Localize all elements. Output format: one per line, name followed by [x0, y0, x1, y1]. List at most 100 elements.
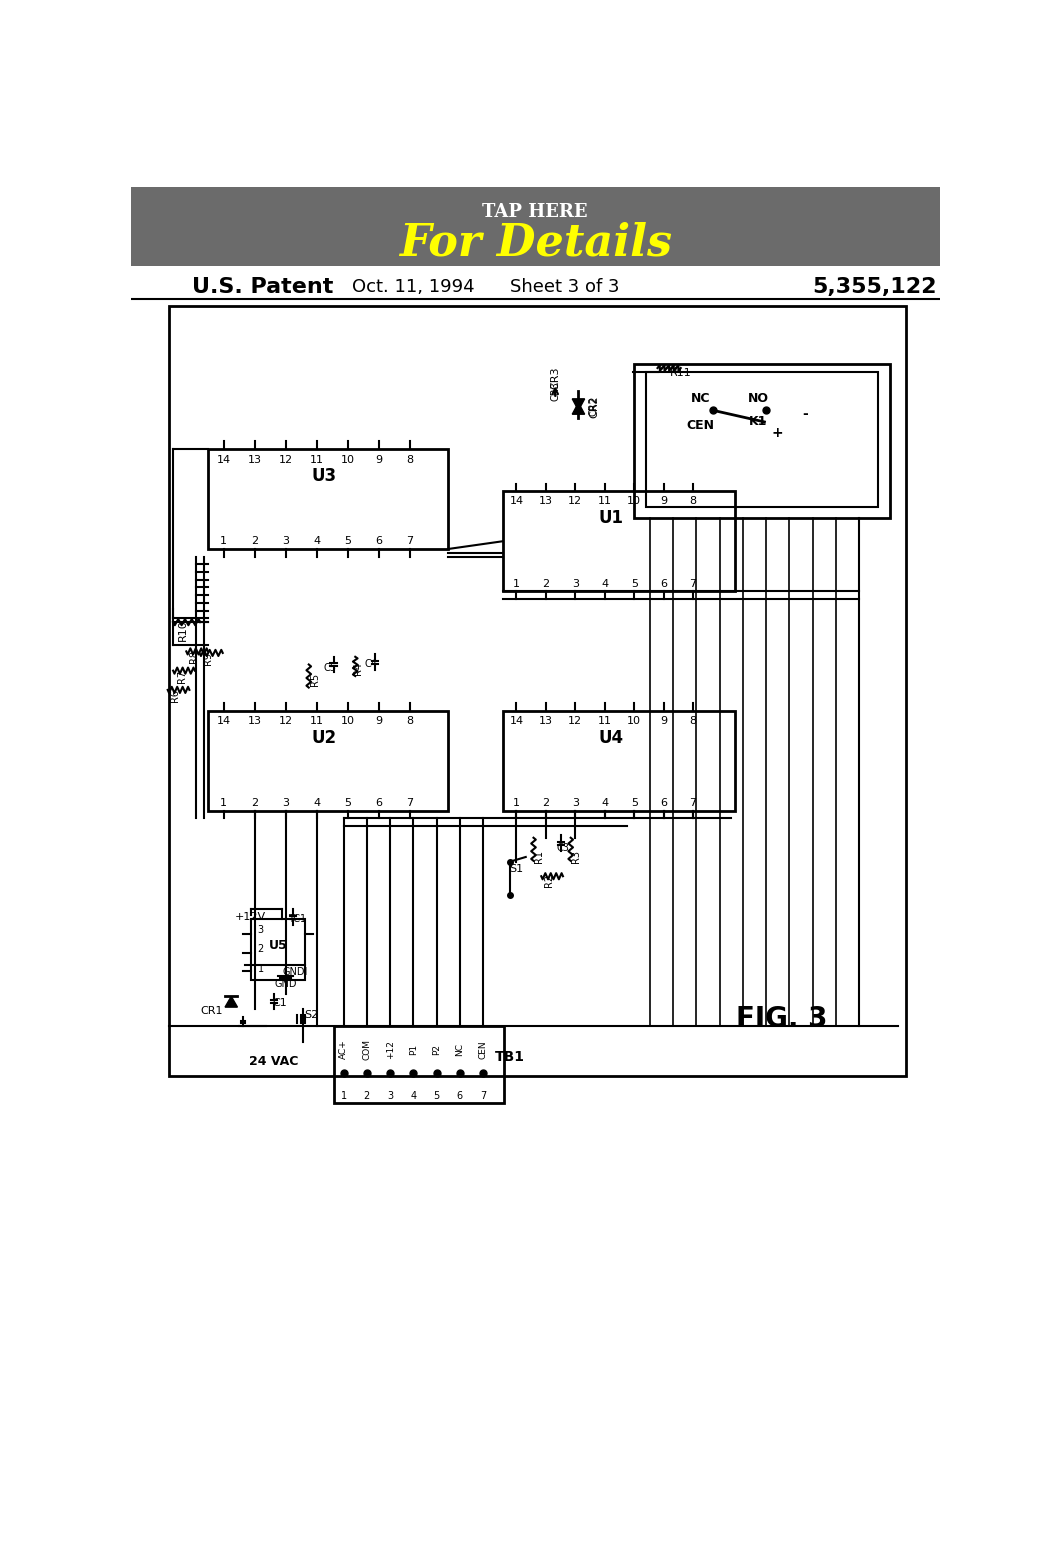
Text: R10: R10: [177, 619, 188, 641]
Text: Oct. 11, 1994: Oct. 11, 1994: [352, 278, 475, 296]
Text: 11: 11: [309, 455, 324, 466]
Bar: [208, 711, 448, 811]
Text: R9: R9: [203, 652, 213, 664]
Text: 12: 12: [279, 455, 292, 466]
Bar: [635, 365, 889, 518]
Text: 9: 9: [660, 716, 667, 725]
Text: 8: 8: [690, 716, 696, 725]
Text: 11: 11: [598, 716, 612, 725]
Text: 2: 2: [258, 945, 264, 954]
Text: 4: 4: [313, 536, 321, 546]
Text: 2: 2: [363, 1091, 370, 1101]
Bar: [130, 187, 940, 267]
Text: CEN: CEN: [686, 419, 714, 432]
Text: R4: R4: [353, 663, 362, 675]
Bar: [502, 711, 735, 811]
Text: P1: P1: [409, 1045, 418, 1055]
Text: CR3: CR3: [550, 382, 561, 401]
Text: 10: 10: [340, 716, 355, 725]
Text: 6: 6: [457, 1091, 462, 1101]
Text: NC: NC: [690, 393, 710, 405]
Text: U4: U4: [598, 728, 623, 747]
Text: +12V: +12V: [235, 912, 266, 921]
Bar: [208, 449, 448, 549]
Text: 5,355,122: 5,355,122: [812, 278, 936, 298]
Text: 7: 7: [690, 578, 696, 589]
Text: TAP HERE: TAP HERE: [482, 203, 588, 221]
Text: 14: 14: [509, 496, 523, 507]
Text: +: +: [772, 427, 783, 441]
Text: AC+: AC+: [339, 1040, 348, 1060]
Text: 9: 9: [660, 496, 667, 507]
Text: 5: 5: [631, 798, 638, 808]
Text: 2: 2: [542, 578, 549, 589]
Text: 13: 13: [539, 496, 553, 507]
Bar: [169, 307, 905, 1076]
Text: FIG. 3: FIG. 3: [736, 1004, 827, 1032]
Text: U5: U5: [268, 939, 287, 953]
Text: 11: 11: [309, 716, 324, 725]
Text: 10: 10: [627, 716, 641, 725]
Text: 12: 12: [568, 716, 583, 725]
Text: 14: 14: [509, 716, 523, 725]
Text: NO: NO: [748, 393, 768, 405]
Text: 14: 14: [216, 716, 231, 725]
Text: U2: U2: [312, 728, 337, 747]
Text: 1: 1: [513, 578, 520, 589]
Text: 8: 8: [690, 496, 696, 507]
Text: U3: U3: [312, 466, 337, 485]
Text: 3: 3: [282, 798, 289, 808]
Text: GND: GND: [275, 979, 296, 988]
Text: GNDI: GNDI: [283, 968, 308, 977]
Text: 2: 2: [251, 798, 258, 808]
Text: 6: 6: [375, 798, 382, 808]
Text: S2: S2: [304, 1010, 318, 1020]
Text: K1: K1: [749, 415, 767, 429]
Text: For Details: For Details: [399, 221, 671, 263]
Text: 5: 5: [433, 1091, 440, 1101]
Text: 10: 10: [627, 496, 641, 507]
Text: CR3: CR3: [550, 366, 561, 390]
Text: 9: 9: [375, 455, 382, 466]
Text: 13: 13: [247, 455, 261, 466]
Text: CR2: CR2: [589, 396, 599, 418]
Text: 2: 2: [251, 536, 258, 546]
Text: 5: 5: [345, 798, 351, 808]
Polygon shape: [572, 399, 585, 410]
Text: Sheet 3 of 3: Sheet 3 of 3: [509, 278, 619, 296]
Polygon shape: [226, 996, 237, 1007]
Text: 24 VAC: 24 VAC: [250, 1054, 299, 1068]
Text: 5: 5: [345, 536, 351, 546]
Text: C1: C1: [271, 998, 287, 1009]
Text: 1: 1: [220, 798, 227, 808]
Text: 3: 3: [572, 798, 578, 808]
Text: 1: 1: [340, 1091, 347, 1101]
Text: 7: 7: [406, 536, 413, 546]
Text: 11: 11: [598, 496, 612, 507]
Text: R5: R5: [310, 673, 319, 686]
Text: 6: 6: [375, 536, 382, 546]
Text: 6: 6: [660, 578, 667, 589]
Text: 7: 7: [406, 798, 413, 808]
Text: C5: C5: [324, 663, 337, 673]
Polygon shape: [572, 402, 585, 415]
Text: 2: 2: [542, 798, 549, 808]
Text: 4: 4: [313, 798, 321, 808]
Text: 1: 1: [220, 536, 227, 546]
Text: R2: R2: [544, 873, 554, 887]
Text: 8: 8: [406, 455, 413, 466]
Text: 5: 5: [631, 578, 638, 589]
Text: +12: +12: [385, 1040, 395, 1059]
Text: R3: R3: [571, 851, 582, 864]
Text: 3: 3: [387, 1091, 394, 1101]
Text: 3: 3: [282, 536, 289, 546]
Text: 3: 3: [258, 924, 264, 935]
Text: C3: C3: [556, 843, 569, 853]
Bar: [646, 373, 878, 507]
Text: P2: P2: [432, 1045, 442, 1055]
Text: 13: 13: [539, 716, 553, 725]
Text: 14: 14: [216, 455, 231, 466]
Text: 10: 10: [340, 455, 355, 466]
Text: 3: 3: [572, 578, 578, 589]
Text: 4: 4: [601, 798, 609, 808]
